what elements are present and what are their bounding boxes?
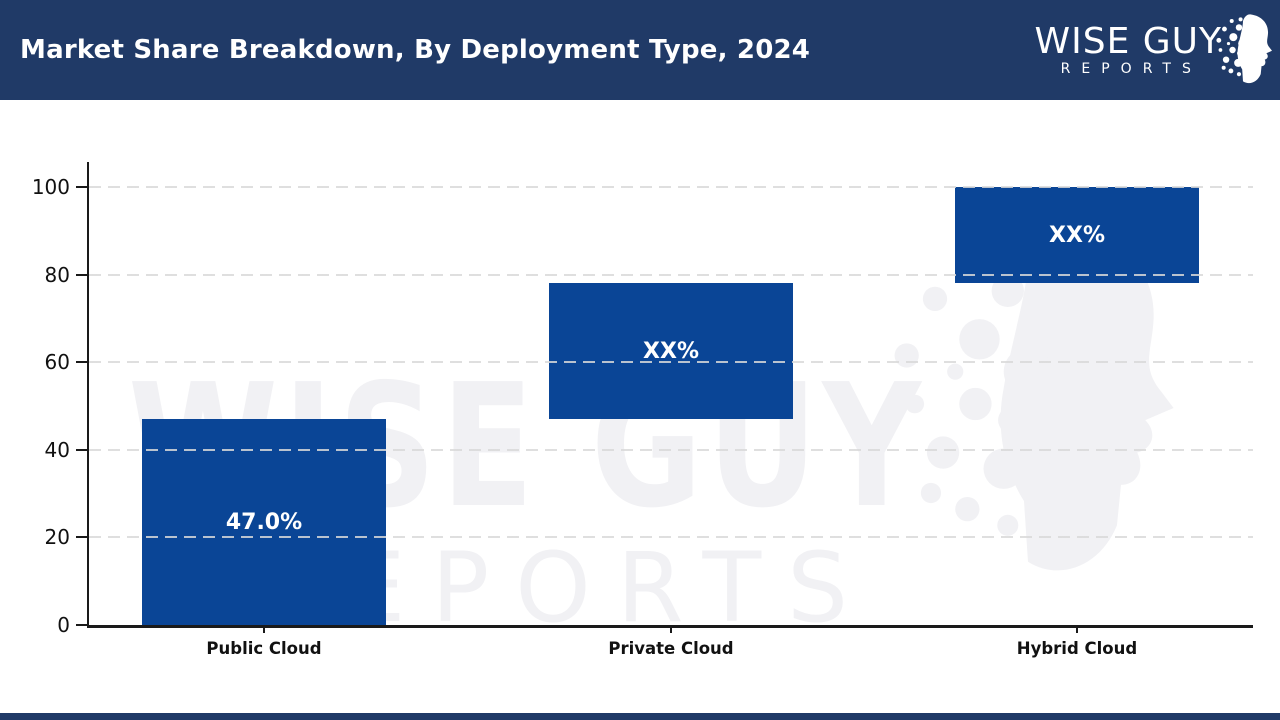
logo: WISE GUY REPORTS xyxy=(1035,6,1273,94)
y-axis-line xyxy=(87,162,89,627)
y-tick-label: 100 xyxy=(31,175,70,199)
y-tick-mark xyxy=(76,273,87,276)
logo-text: WISE GUY REPORTS xyxy=(1034,20,1223,78)
bar-public-cloud: 47.0% xyxy=(142,419,386,625)
bar-value-label: 47.0% xyxy=(225,509,303,535)
gridline xyxy=(89,186,1253,188)
y-tick-label: 40 xyxy=(44,437,70,462)
gridline xyxy=(89,273,1253,276)
y-tick-label: 20 xyxy=(44,525,70,550)
gridline xyxy=(89,448,1253,451)
chart-area: WISE GUY REPORTS 47.0% XX% XX% 0 20 40 60 80 10… xyxy=(0,100,1280,713)
footer-bar xyxy=(0,713,1280,720)
y-tick-mark xyxy=(76,361,87,364)
bar-value-label: XX% xyxy=(1049,222,1105,248)
logo-subtitle: REPORTS xyxy=(1060,61,1202,78)
gridline xyxy=(89,361,1253,364)
y-tick-mark xyxy=(76,624,87,626)
x-category-label: Private Cloud xyxy=(608,639,734,658)
y-tick-label: 60 xyxy=(44,350,70,375)
y-tick-label: 80 xyxy=(44,262,70,287)
logo-wordmark: WISE GUY xyxy=(1034,20,1222,62)
header: Market Share Breakdown, By Deployment Ty… xyxy=(0,0,1280,100)
x-category-label: Hybrid Cloud xyxy=(1016,639,1138,658)
gridline xyxy=(89,536,1253,539)
x-tick-mark xyxy=(1076,626,1078,633)
y-tick-mark xyxy=(76,536,87,539)
logo-face-icon xyxy=(1214,10,1272,90)
y-tick-label: 0 xyxy=(57,613,70,637)
bar-hybrid-cloud: XX% xyxy=(955,187,1199,284)
y-tick-mark xyxy=(76,448,87,451)
y-tick-mark xyxy=(76,186,87,188)
x-category-label: Public Cloud xyxy=(206,639,322,658)
x-tick-mark xyxy=(670,626,672,633)
bar-private-cloud: XX% xyxy=(549,283,793,420)
page-title: Market Share Breakdown, By Deployment Ty… xyxy=(20,35,811,65)
bar-value-label: XX% xyxy=(643,338,699,364)
x-tick-mark xyxy=(263,626,265,633)
